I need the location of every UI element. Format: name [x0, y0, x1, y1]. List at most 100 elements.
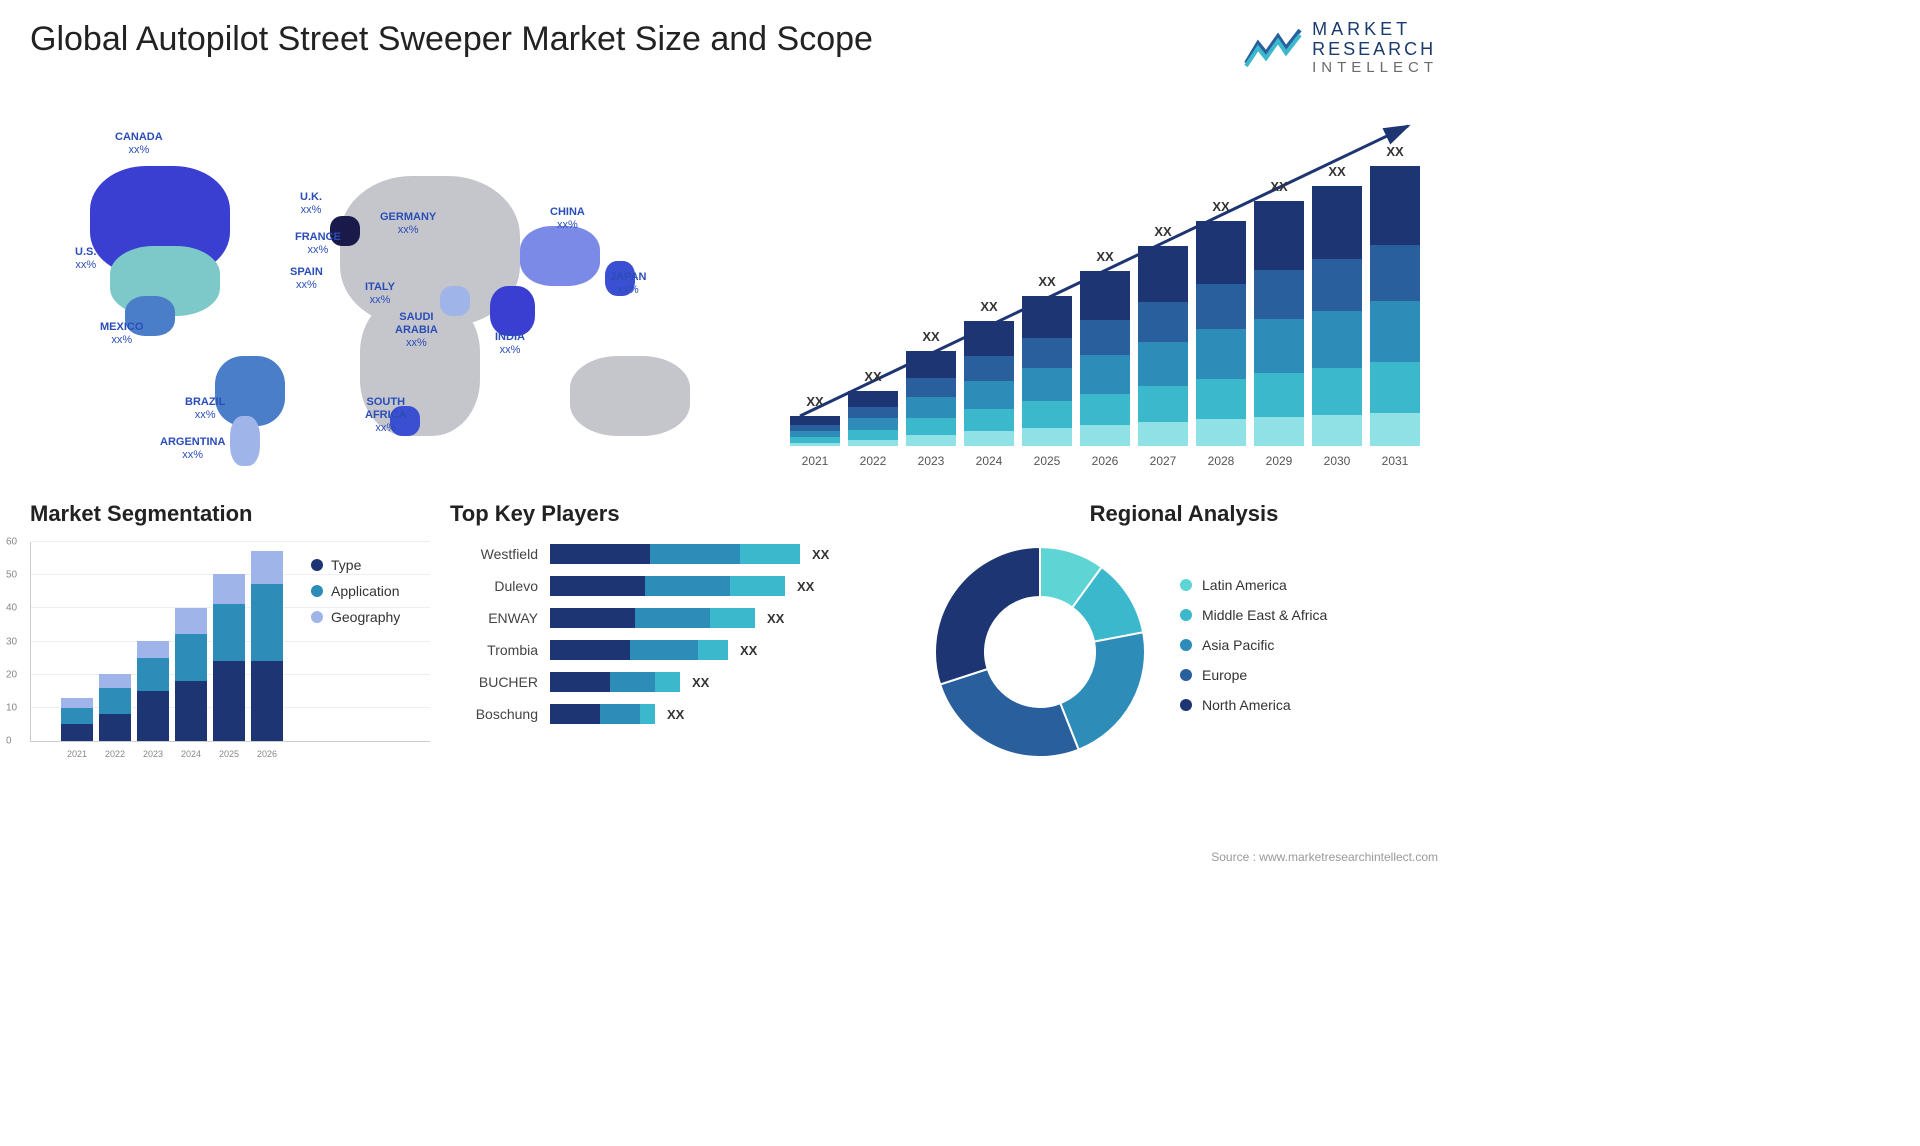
player-value: XX — [797, 579, 814, 594]
seg-bar: 2026 — [251, 551, 283, 741]
logo: MARKET RESEARCH INTELLECT — [1244, 20, 1438, 76]
player-row: BoschungXX — [460, 702, 910, 726]
player-row: Dulevo XX — [460, 574, 910, 598]
growth-year-label: 2026 — [1080, 454, 1130, 468]
regional-panel: Regional Analysis Latin AmericaMiddle Ea… — [930, 501, 1438, 762]
source-attribution: Source : www.marketresearchintellect.com — [1211, 850, 1438, 864]
map-region-shape — [490, 286, 535, 336]
growth-year-label: 2031 — [1370, 454, 1420, 468]
logo-text-1: MARKET — [1312, 20, 1438, 40]
map-country-label: GERMANYxx% — [380, 211, 436, 237]
growth-bar-value: XX — [1138, 224, 1188, 239]
seg-year-label: 2026 — [251, 749, 283, 759]
player-row: WestfieldXX — [460, 542, 910, 566]
growth-year-label: 2023 — [906, 454, 956, 468]
growth-year-label: 2022 — [848, 454, 898, 468]
seg-year-label: 2021 — [61, 749, 93, 759]
segmentation-chart: TypeApplicationGeography 010203040506020… — [30, 542, 430, 742]
growth-bar-value: XX — [848, 369, 898, 384]
map-country-label: INDIAxx% — [495, 331, 525, 357]
growth-bar-value: XX — [1022, 274, 1072, 289]
segmentation-legend: TypeApplicationGeography — [311, 557, 400, 635]
map-country-label: U.K.xx% — [300, 191, 322, 217]
seg-year-label: 2023 — [137, 749, 169, 759]
map-region-shape — [440, 286, 470, 316]
players-title: Top Key Players — [450, 501, 910, 527]
growth-year-label: 2021 — [790, 454, 840, 468]
world-map: CANADAxx%U.S.xx%MEXICOxx%BRAZILxx%ARGENT… — [30, 96, 710, 476]
map-country-label: U.S.xx% — [75, 246, 96, 272]
segmentation-panel: Market Segmentation TypeApplicationGeogr… — [30, 501, 430, 762]
seg-ytick: 30 — [6, 636, 17, 647]
growth-year-label: 2024 — [964, 454, 1014, 468]
map-region-shape — [570, 356, 690, 436]
growth-bar-value: XX — [1370, 144, 1420, 159]
regional-legend-item: North America — [1180, 697, 1327, 713]
regional-legend: Latin AmericaMiddle East & AfricaAsia Pa… — [1180, 577, 1327, 727]
segmentation-title: Market Segmentation — [30, 501, 430, 527]
seg-year-label: 2024 — [175, 749, 207, 759]
seg-legend-item: Type — [311, 557, 400, 573]
map-country-label: SPAINxx% — [290, 266, 323, 292]
map-country-label: ARGENTINAxx% — [160, 436, 225, 462]
growth-bar-value: XX — [1254, 179, 1304, 194]
logo-icon — [1244, 28, 1304, 68]
map-country-label: MEXICOxx% — [100, 321, 143, 347]
donut-segment — [935, 547, 1040, 684]
donut-segment — [940, 669, 1079, 757]
seg-bar: 2023 — [137, 641, 169, 741]
growth-year-label: 2029 — [1254, 454, 1304, 468]
player-value: XX — [740, 643, 757, 658]
growth-bar: XX2026 — [1080, 271, 1130, 446]
growth-bar: XX2021 — [790, 416, 840, 446]
growth-year-label: 2030 — [1312, 454, 1362, 468]
seg-year-label: 2022 — [99, 749, 131, 759]
player-value: XX — [812, 547, 829, 562]
map-country-label: JAPANxx% — [610, 271, 646, 297]
map-country-label: CHINAxx% — [550, 206, 585, 232]
growth-year-label: 2025 — [1022, 454, 1072, 468]
map-country-label: ITALYxx% — [365, 281, 395, 307]
growth-year-label: 2028 — [1196, 454, 1246, 468]
map-country-label: SAUDIARABIAxx% — [395, 311, 438, 351]
growth-bar-value: XX — [964, 299, 1014, 314]
player-row: BUCHERXX — [460, 670, 910, 694]
seg-ytick: 0 — [6, 736, 12, 747]
seg-ytick: 10 — [6, 702, 17, 713]
seg-ytick: 40 — [6, 603, 17, 614]
page-title: Global Autopilot Street Sweeper Market S… — [30, 20, 873, 59]
player-name: Boschung — [460, 706, 550, 722]
player-name: Dulevo — [460, 578, 550, 594]
seg-ytick: 20 — [6, 669, 17, 680]
seg-bar: 2022 — [99, 674, 131, 741]
seg-ytick: 60 — [6, 537, 17, 548]
player-value: XX — [767, 611, 784, 626]
regional-legend-item: Latin America — [1180, 577, 1327, 593]
growth-bar: XX2029 — [1254, 201, 1304, 446]
seg-bar: 2024 — [175, 608, 207, 741]
map-country-label: CANADAxx% — [115, 131, 163, 157]
players-panel: Top Key Players WestfieldXXDulevoXXENWAY… — [450, 501, 910, 762]
regional-legend-item: Asia Pacific — [1180, 637, 1327, 653]
growth-bar: XX2024 — [964, 321, 1014, 446]
growth-bar: XX2030 — [1312, 186, 1362, 446]
growth-bar: XX2022 — [848, 391, 898, 446]
seg-bar: 2021 — [61, 698, 93, 741]
seg-legend-item: Application — [311, 583, 400, 599]
growth-year-label: 2027 — [1138, 454, 1188, 468]
growth-bar: XX2028 — [1196, 221, 1246, 446]
logo-text-3: INTELLECT — [1312, 60, 1438, 77]
map-region-shape — [230, 416, 260, 466]
growth-bar-value: XX — [790, 394, 840, 409]
player-row: ENWAYXX — [460, 606, 910, 630]
growth-chart: XX2021XX2022XX2023XX2024XX2025XX2026XX20… — [740, 96, 1438, 476]
regional-donut — [930, 542, 1150, 762]
growth-bar-value: XX — [906, 329, 956, 344]
seg-ytick: 50 — [6, 570, 17, 581]
growth-bar: XX2025 — [1022, 296, 1072, 446]
regional-title: Regional Analysis — [930, 501, 1438, 527]
map-country-label: FRANCExx% — [295, 231, 341, 257]
growth-bar-value: XX — [1080, 249, 1130, 264]
map-country-label: SOUTHAFRICAxx% — [365, 396, 407, 436]
regional-legend-item: Europe — [1180, 667, 1327, 683]
